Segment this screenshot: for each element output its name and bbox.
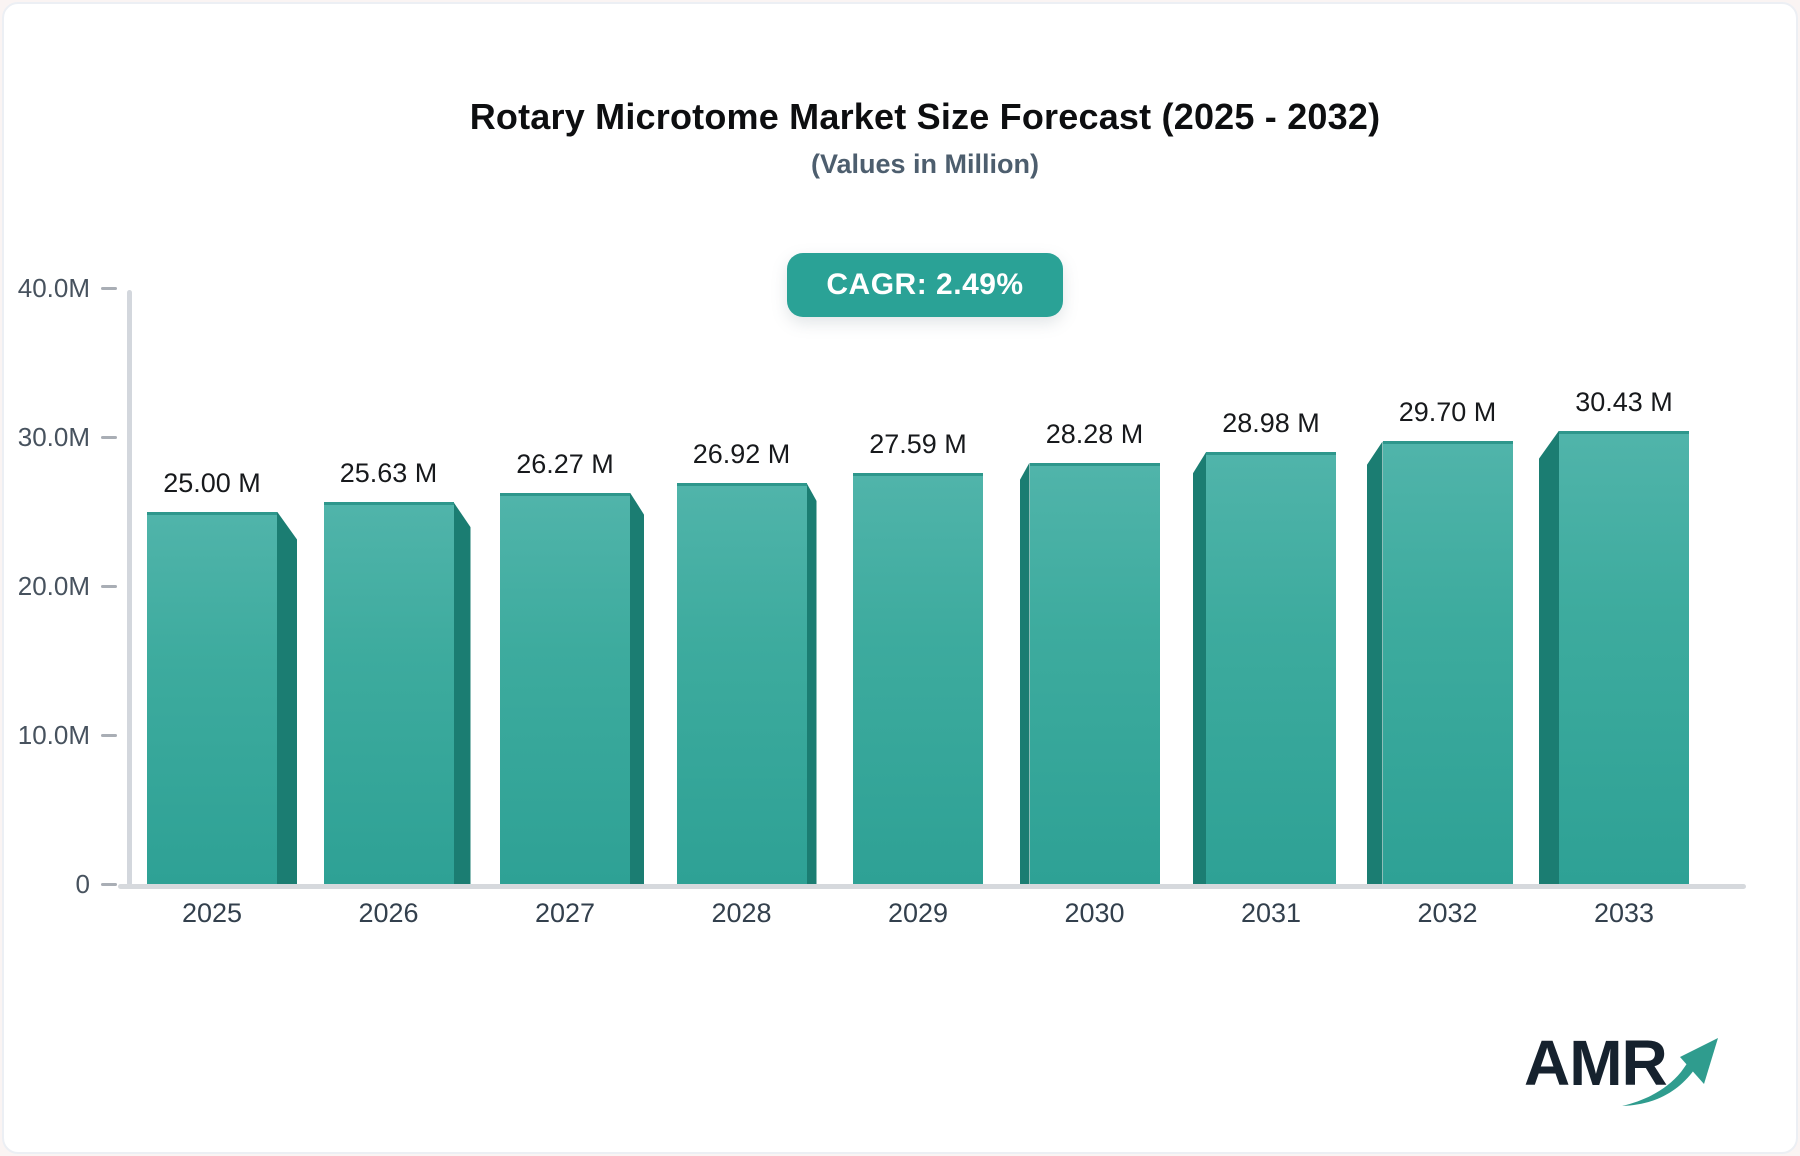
bar-2027: [500, 492, 630, 884]
bar-value-label: 28.98 M: [1222, 408, 1320, 439]
cagr-badge-label: CAGR: 2.49%: [826, 268, 1024, 301]
bar-side-face-2027: [630, 492, 644, 884]
bar-side-face-2028: [806, 482, 817, 884]
y-axis-tick-label: 20.0M: [17, 571, 90, 601]
amr-logo-text: AMR: [1524, 1027, 1668, 1099]
y-axis-tick-label: 0: [75, 869, 90, 899]
bar-value-label: 29.70 M: [1398, 397, 1497, 428]
chart-title: Rotary Microtome Market Size Forecast (2…: [469, 96, 1381, 137]
bar-value-label: 27.59 M: [869, 428, 967, 459]
x-axis-category-label: 2025: [181, 898, 243, 928]
x-axis-category-label: 2030: [1064, 898, 1125, 928]
y-axis-tick-mark: [101, 734, 117, 737]
y-axis-tick-mark: [101, 585, 117, 588]
cagr-badge: CAGR: 2.49%: [787, 253, 1063, 317]
x-axis-category-label: 2026: [358, 898, 419, 928]
bar-2029: [853, 472, 983, 884]
bar-side-face-2030: [1019, 462, 1030, 884]
y-axis-tick-mark: [101, 883, 117, 886]
bar-value-label: 25.00 M: [163, 467, 261, 498]
growth-arrow-icon: [1622, 1038, 1718, 1106]
amr-logo: AMR: [1524, 1026, 1724, 1116]
bar-value-label: 26.27 M: [516, 448, 614, 479]
x-axis-category-label: 2028: [711, 898, 772, 928]
bar-side-face-2025: [277, 511, 297, 884]
bar-side-face-2026: [453, 502, 471, 884]
x-axis-category-label: 2029: [887, 898, 949, 928]
bar-side-face-2032: [1366, 441, 1383, 884]
y-axis-line: [127, 290, 132, 886]
bar-2028: [676, 482, 807, 884]
x-axis-category-label: 2031: [1240, 898, 1302, 928]
bar-2031: [1206, 452, 1336, 884]
x-axis-line: [118, 884, 1746, 889]
y-axis-tick-label: 30.0M: [17, 422, 90, 452]
bar-2025: [147, 511, 277, 884]
bar-side-face-2033: [1539, 430, 1559, 884]
y-axis-tick-label: 40.0M: [17, 273, 90, 303]
bar-2030: [1029, 462, 1160, 884]
x-axis-category-label: 2027: [534, 898, 596, 928]
bar-2026: [323, 502, 454, 884]
bar-2032: [1382, 441, 1513, 884]
bar-2033: [1559, 430, 1689, 884]
x-axis-category-label: 2032: [1417, 898, 1478, 928]
chart-subtitle: (Values in Million): [810, 149, 1040, 179]
x-axis-category-label: 2033: [1593, 898, 1655, 928]
bar-value-label: 25.63 M: [339, 458, 438, 489]
bar-side-face-2031: [1193, 452, 1206, 884]
y-axis-tick-label: 10.0M: [17, 720, 90, 750]
y-axis-tick-mark: [101, 436, 117, 439]
bar-value-label: 30.43 M: [1575, 386, 1673, 417]
y-axis-tick-mark: [101, 287, 117, 290]
bar-value-label: 28.28 M: [1045, 418, 1144, 449]
bar-value-label: 26.92 M: [692, 438, 791, 469]
